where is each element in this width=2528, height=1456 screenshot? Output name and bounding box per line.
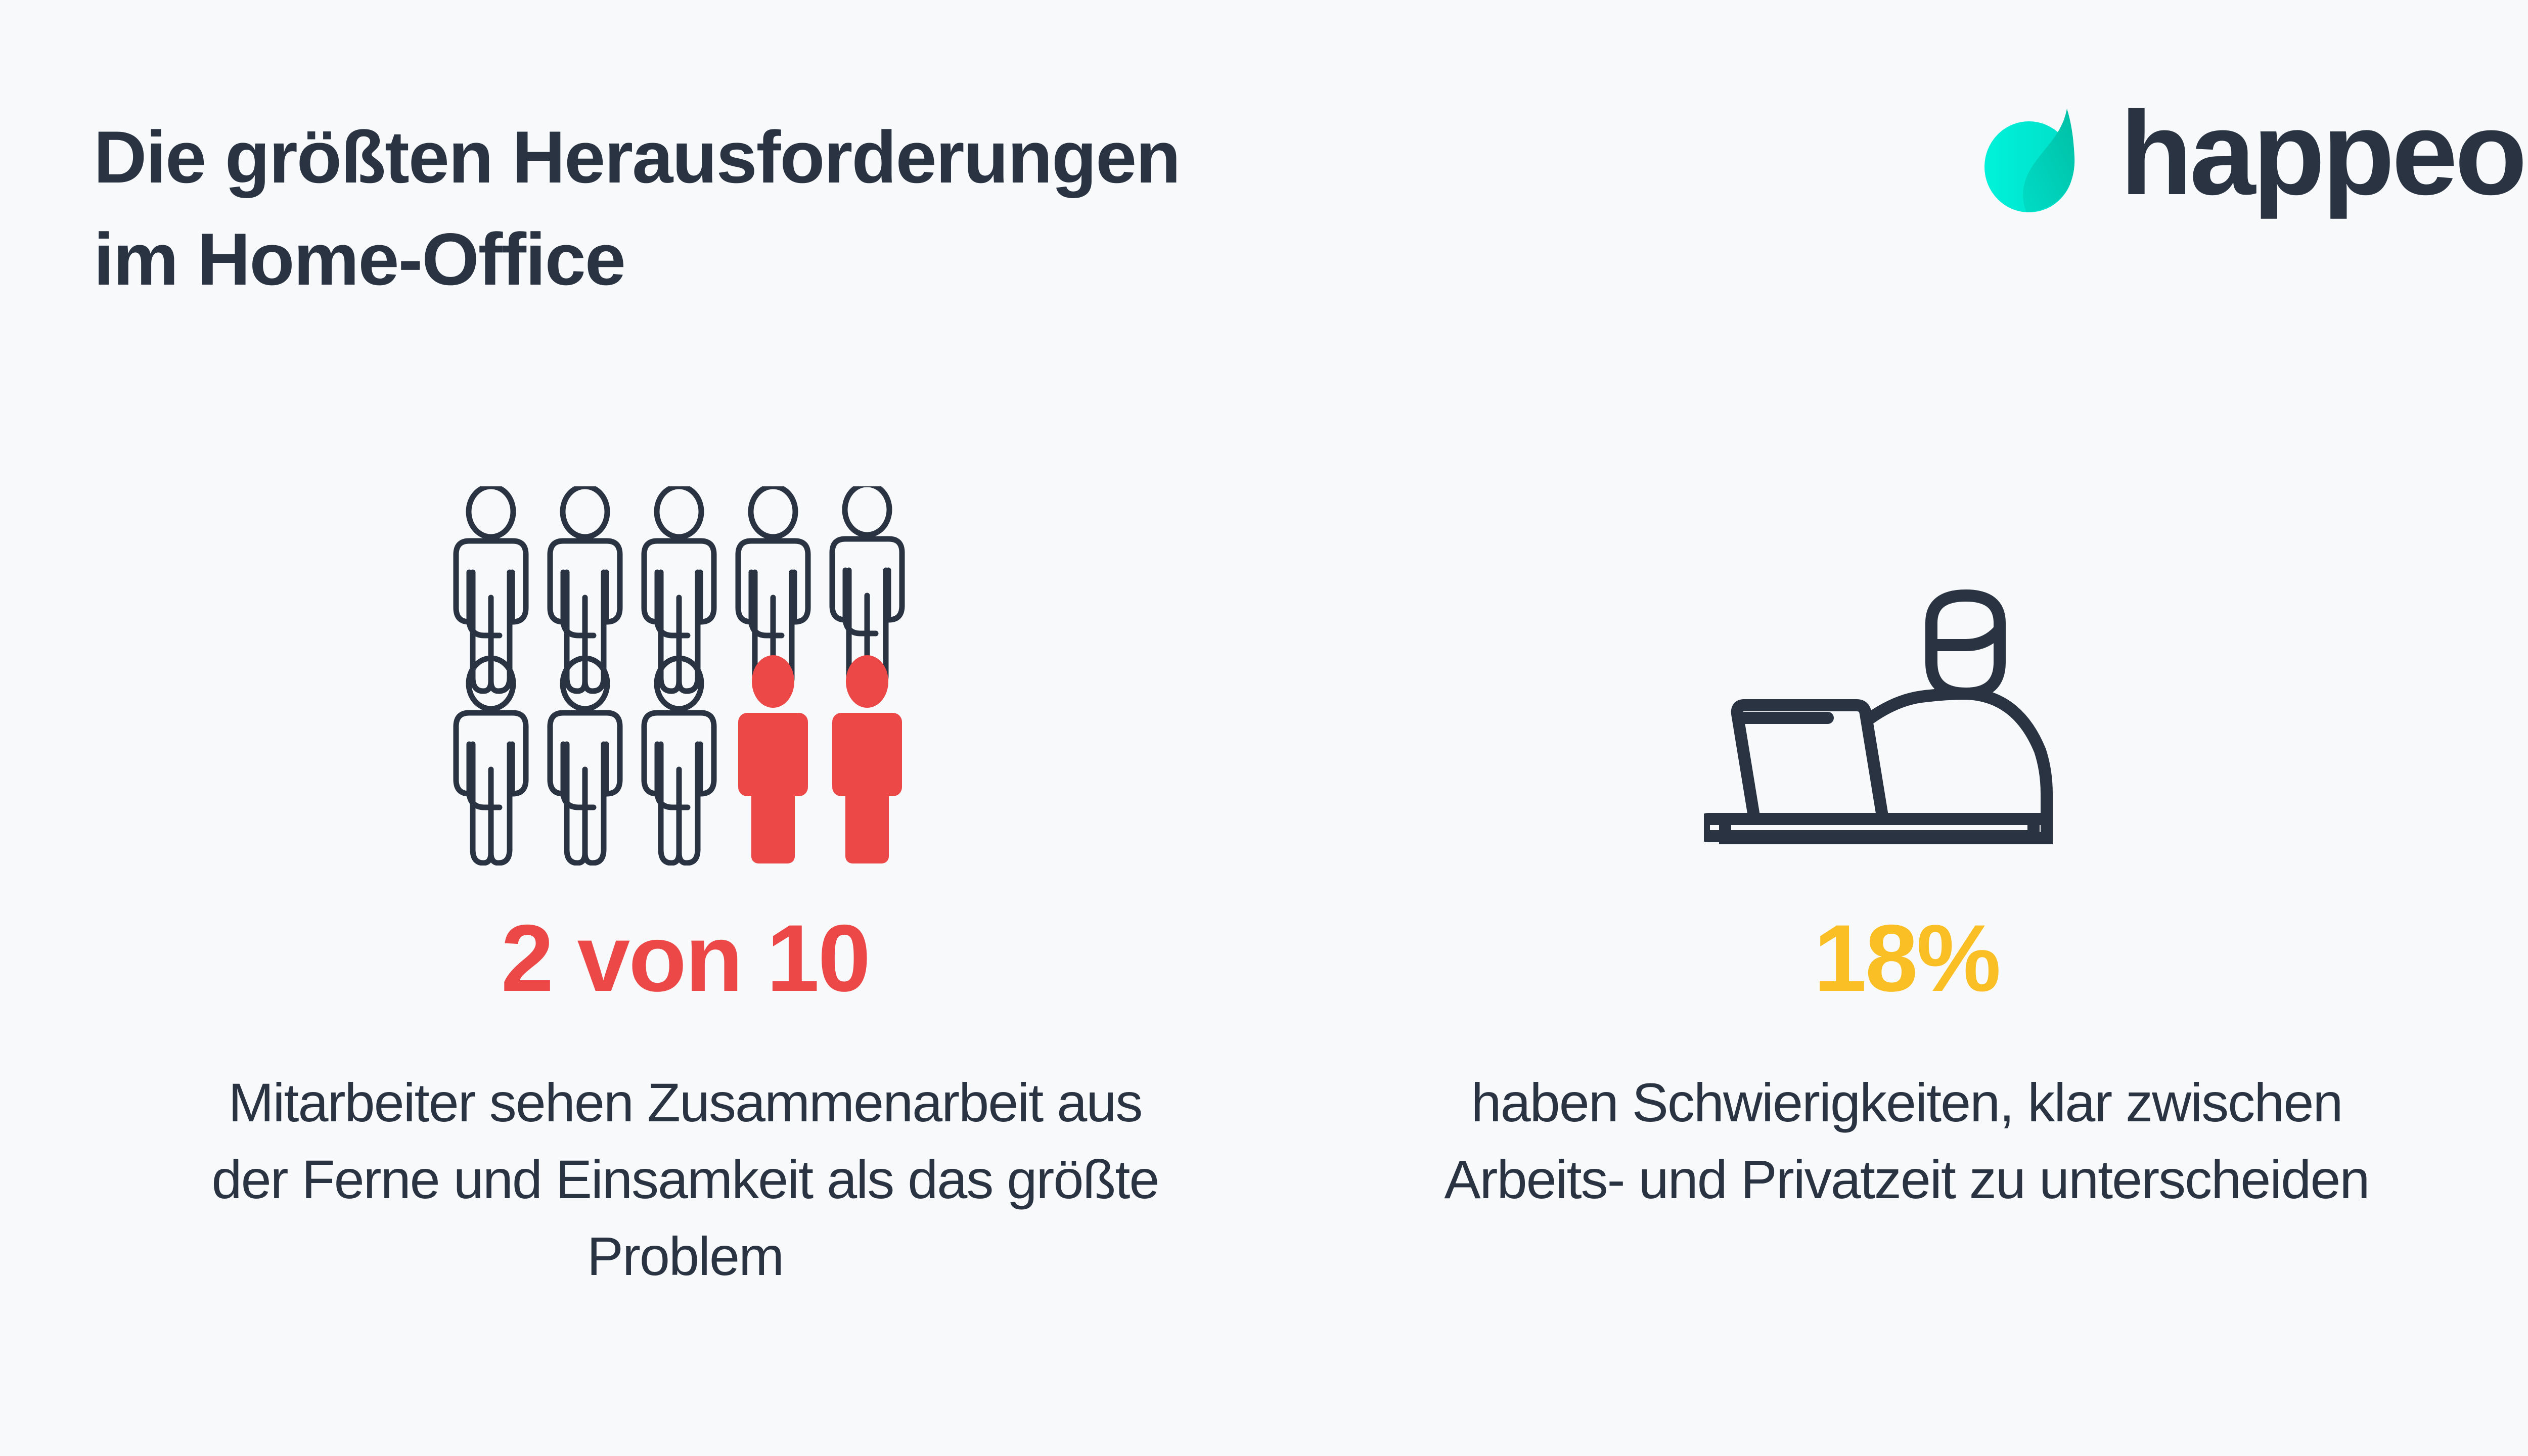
stat-description-right: haben Schwierigkeiten, klar zwischen Arb… bbox=[1350, 1064, 2463, 1218]
person-icon-highlighted-10 bbox=[832, 655, 902, 863]
title-line-1: Die größten Herausforderungen bbox=[94, 116, 1181, 198]
desc-line: haben Schwierigkeiten, klar zwischen bbox=[1471, 1072, 2343, 1133]
logo-text: happeo bbox=[2120, 86, 2527, 219]
desc-line: Mitarbeiter sehen Zusammenarbeit aus bbox=[228, 1072, 1143, 1133]
page-title: Die größten Herausforderungen im Home-Of… bbox=[94, 106, 1181, 310]
stat-description-left: Mitarbeiter sehen Zusammenarbeit aus der… bbox=[129, 1064, 1241, 1295]
desc-line: Arbeits- und Privatzeit zu unterscheiden bbox=[1444, 1149, 2370, 1210]
person-at-laptop-icon bbox=[1704, 589, 2053, 844]
leaf-icon bbox=[1984, 109, 2075, 212]
desc-line: der Ferne und Einsamkeit als das größte bbox=[211, 1149, 1160, 1210]
title-line-2: im Home-Office bbox=[94, 218, 626, 300]
desc-line: Problem bbox=[586, 1225, 784, 1287]
happeo-logo: happeo bbox=[1981, 94, 2527, 220]
stat-value-2-of-10: 2 von 10 bbox=[501, 905, 871, 1011]
person-icon-highlighted-9 bbox=[738, 655, 808, 863]
stat-value-18-percent: 18% bbox=[1814, 905, 2001, 1011]
people-grid-icon bbox=[449, 486, 919, 866]
